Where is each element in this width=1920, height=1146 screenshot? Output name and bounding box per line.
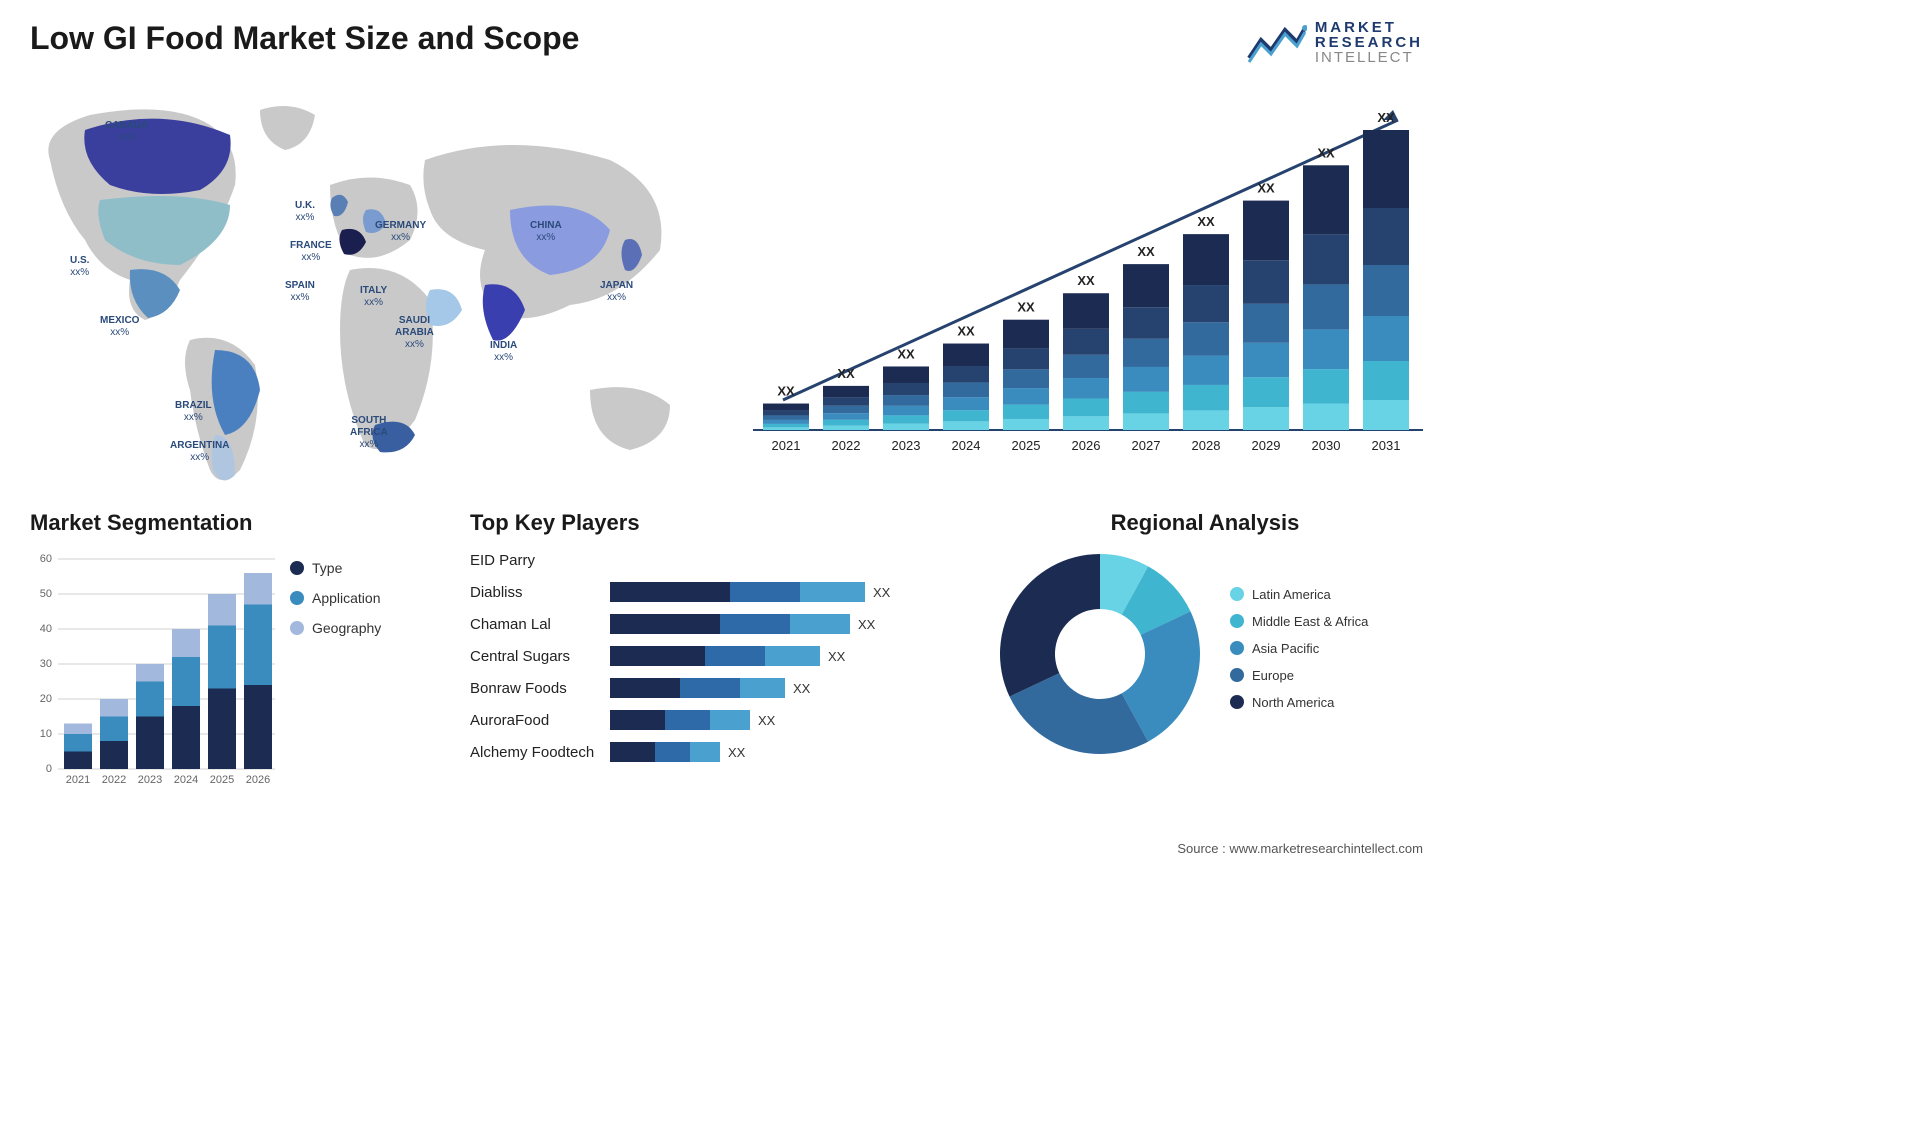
svg-text:10: 10 bbox=[40, 728, 52, 740]
svg-text:50: 50 bbox=[40, 588, 52, 600]
key-players-panel: Top Key Players EID ParryDiablissXXChama… bbox=[470, 510, 970, 768]
brand-logo: MARKET RESEARCH INTELLECT bbox=[1247, 18, 1423, 66]
regional-panel: Regional Analysis Latin America Middle Ea… bbox=[990, 510, 1420, 764]
map-label-germany: GERMANYxx% bbox=[375, 220, 426, 244]
svg-text:2021: 2021 bbox=[66, 774, 90, 786]
map-label-u-k-: U.K.xx% bbox=[295, 200, 315, 224]
map-label-india: INDIAxx% bbox=[490, 340, 517, 364]
regional-legend-item: Latin America bbox=[1230, 587, 1368, 602]
svg-text:XX: XX bbox=[1017, 300, 1035, 315]
svg-text:2027: 2027 bbox=[1132, 438, 1161, 453]
svg-text:2022: 2022 bbox=[832, 438, 861, 453]
key-player-name: Diabliss bbox=[470, 584, 610, 601]
segmentation-panel: Market Segmentation 0 10 20 30 40 50 60 2021 202… bbox=[30, 510, 450, 799]
regional-legend-item: Europe bbox=[1230, 668, 1368, 683]
svg-text:2023: 2023 bbox=[892, 438, 921, 453]
regional-legend-item: North America bbox=[1230, 695, 1368, 710]
source-text: Source : www.marketresearchintellect.com bbox=[1177, 841, 1423, 856]
svg-text:2025: 2025 bbox=[210, 774, 234, 786]
key-player-name: Bonraw Foods bbox=[470, 680, 610, 697]
key-player-name: Central Sugars bbox=[470, 648, 610, 665]
key-players-title: Top Key Players bbox=[470, 510, 970, 536]
seg-legend-geography: Geography bbox=[290, 620, 381, 636]
svg-text:2023: 2023 bbox=[138, 774, 162, 786]
svg-text:2021: 2021 bbox=[772, 438, 801, 453]
segmentation-legend: Type Application Geography bbox=[290, 560, 381, 650]
svg-text:2026: 2026 bbox=[246, 774, 270, 786]
key-player-name: AuroraFood bbox=[470, 712, 610, 729]
map-label-italy: ITALYxx% bbox=[360, 285, 387, 309]
svg-text:XX: XX bbox=[957, 324, 975, 339]
svg-text:40: 40 bbox=[40, 623, 52, 635]
brand-line3: INTELLECT bbox=[1315, 50, 1423, 65]
svg-text:2031: 2031 bbox=[1372, 438, 1401, 453]
segmentation-title: Market Segmentation bbox=[30, 510, 450, 536]
regional-donut bbox=[990, 544, 1210, 764]
svg-text:2025: 2025 bbox=[1012, 438, 1041, 453]
svg-text:20: 20 bbox=[40, 693, 52, 705]
svg-text:XX: XX bbox=[777, 384, 795, 399]
map-label-brazil: BRAZILxx% bbox=[175, 400, 212, 424]
main-bar-chart: XX 2021 XX 2022 XX 2023 XX 2024 XX 2025 XX 2026 XX 20… bbox=[753, 90, 1423, 470]
map-label-canada: CANADAxx% bbox=[105, 120, 148, 144]
key-player-name: Alchemy Foodtech bbox=[470, 744, 610, 761]
svg-text:30: 30 bbox=[40, 658, 52, 670]
svg-text:XX: XX bbox=[837, 366, 855, 381]
svg-text:2022: 2022 bbox=[102, 774, 126, 786]
svg-text:2026: 2026 bbox=[1072, 438, 1101, 453]
regional-legend-item: Asia Pacific bbox=[1230, 641, 1368, 656]
brand-line2: RESEARCH bbox=[1315, 35, 1423, 50]
brand-line1: MARKET bbox=[1315, 20, 1423, 35]
svg-text:XX: XX bbox=[1077, 273, 1095, 288]
map-label-japan: JAPANxx% bbox=[600, 280, 633, 304]
svg-text:0: 0 bbox=[46, 763, 52, 775]
map-label-south-africa: SOUTHAFRICAxx% bbox=[350, 415, 388, 451]
regional-legend-item: Middle East & Africa bbox=[1230, 614, 1368, 629]
key-player-row: Bonraw FoodsXX bbox=[470, 672, 970, 704]
svg-text:XX: XX bbox=[1137, 244, 1155, 259]
map-label-spain: SPAINxx% bbox=[285, 280, 315, 304]
svg-text:2029: 2029 bbox=[1252, 438, 1281, 453]
svg-text:2024: 2024 bbox=[174, 774, 198, 786]
map-label-saudi-arabia: SAUDIARABIAxx% bbox=[395, 315, 434, 351]
regional-legend: Latin America Middle East & Africa Asia Pa… bbox=[1230, 587, 1368, 722]
svg-text:2028: 2028 bbox=[1192, 438, 1221, 453]
map-label-mexico: MEXICOxx% bbox=[100, 315, 139, 339]
key-player-name: Chaman Lal bbox=[470, 616, 610, 633]
svg-text:XX: XX bbox=[1257, 181, 1275, 196]
svg-text:XX: XX bbox=[1317, 145, 1335, 160]
page-title: Low GI Food Market Size and Scope bbox=[30, 20, 579, 57]
seg-legend-type: Type bbox=[290, 560, 381, 576]
svg-text:60: 60 bbox=[40, 553, 52, 565]
key-player-row: EID Parry bbox=[470, 544, 970, 576]
map-label-china: CHINAxx% bbox=[530, 220, 562, 244]
key-player-row: DiablissXX bbox=[470, 576, 970, 608]
key-player-row: Central SugarsXX bbox=[470, 640, 970, 672]
brand-icon bbox=[1247, 18, 1307, 66]
map-label-argentina: ARGENTINAxx% bbox=[170, 440, 229, 464]
world-map: CANADAxx% U.S.xx% MEXICOxx% BRAZILxx% ARGENT… bbox=[30, 90, 710, 490]
map-label-france: FRANCExx% bbox=[290, 240, 332, 264]
seg-legend-application: Application bbox=[290, 590, 381, 606]
key-player-row: Chaman LalXX bbox=[470, 608, 970, 640]
svg-text:2024: 2024 bbox=[952, 438, 981, 453]
regional-title: Regional Analysis bbox=[990, 510, 1420, 536]
map-label-u-s-: U.S.xx% bbox=[70, 255, 89, 279]
key-player-row: AuroraFoodXX bbox=[470, 704, 970, 736]
key-player-name: EID Parry bbox=[470, 552, 610, 569]
svg-text:2030: 2030 bbox=[1312, 438, 1341, 453]
svg-text:XX: XX bbox=[1377, 110, 1395, 125]
svg-text:XX: XX bbox=[897, 346, 915, 361]
svg-text:XX: XX bbox=[1197, 214, 1215, 229]
key-player-row: Alchemy FoodtechXX bbox=[470, 736, 970, 768]
